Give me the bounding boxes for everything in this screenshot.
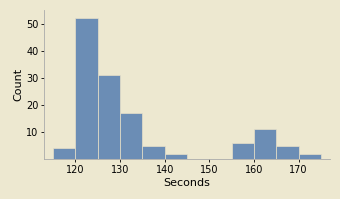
Bar — [75, 18, 98, 159]
Y-axis label: Count: Count — [14, 68, 23, 101]
Bar — [276, 146, 299, 159]
Bar — [299, 154, 321, 159]
Bar — [232, 143, 254, 159]
Bar — [165, 154, 187, 159]
Bar — [53, 148, 75, 159]
Bar — [98, 75, 120, 159]
Bar — [142, 146, 165, 159]
Bar — [254, 129, 276, 159]
Bar — [120, 113, 142, 159]
X-axis label: Seconds: Seconds — [164, 178, 210, 187]
